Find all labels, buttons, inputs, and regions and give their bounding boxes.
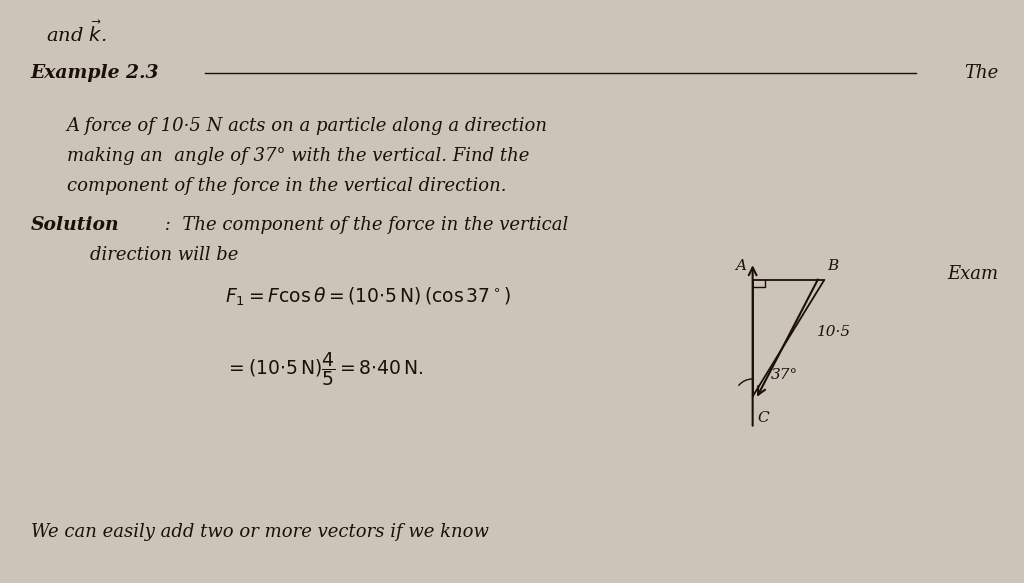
Text: Example 2.3: Example 2.3 — [31, 64, 159, 82]
Text: making an  angle of 37° with the vertical. Find the: making an angle of 37° with the vertical… — [67, 147, 529, 165]
Text: 37°: 37° — [771, 368, 798, 382]
Text: and $\vec{k}$.: and $\vec{k}$. — [46, 20, 106, 45]
Text: The: The — [965, 64, 998, 82]
Text: Solution: Solution — [31, 216, 120, 234]
Text: We can easily add two or more vectors if we know: We can easily add two or more vectors if… — [31, 523, 488, 541]
Text: component of the force in the vertical direction.: component of the force in the vertical d… — [67, 177, 506, 195]
Text: B: B — [827, 259, 838, 273]
Text: C: C — [757, 411, 769, 425]
Text: $= (10{\cdot}5\,\mathrm{N})\dfrac{4}{5} = 8{\cdot}40\,\mathrm{N.}$: $= (10{\cdot}5\,\mathrm{N})\dfrac{4}{5} … — [225, 350, 424, 388]
Text: $F_1 = F\cos\theta = (10{\cdot}5\,\mathrm{N})\,(\cos37^\circ)$: $F_1 = F\cos\theta = (10{\cdot}5\,\mathr… — [225, 286, 512, 308]
Text: A: A — [735, 259, 745, 273]
Text: A force of 10·5 N acts on a particle along a direction: A force of 10·5 N acts on a particle alo… — [67, 117, 548, 135]
Text: Exam: Exam — [947, 265, 998, 283]
Text: :  The component of the force in the vertical: : The component of the force in the vert… — [159, 216, 568, 234]
Text: direction will be: direction will be — [67, 246, 238, 264]
Text: 10·5: 10·5 — [817, 325, 851, 339]
